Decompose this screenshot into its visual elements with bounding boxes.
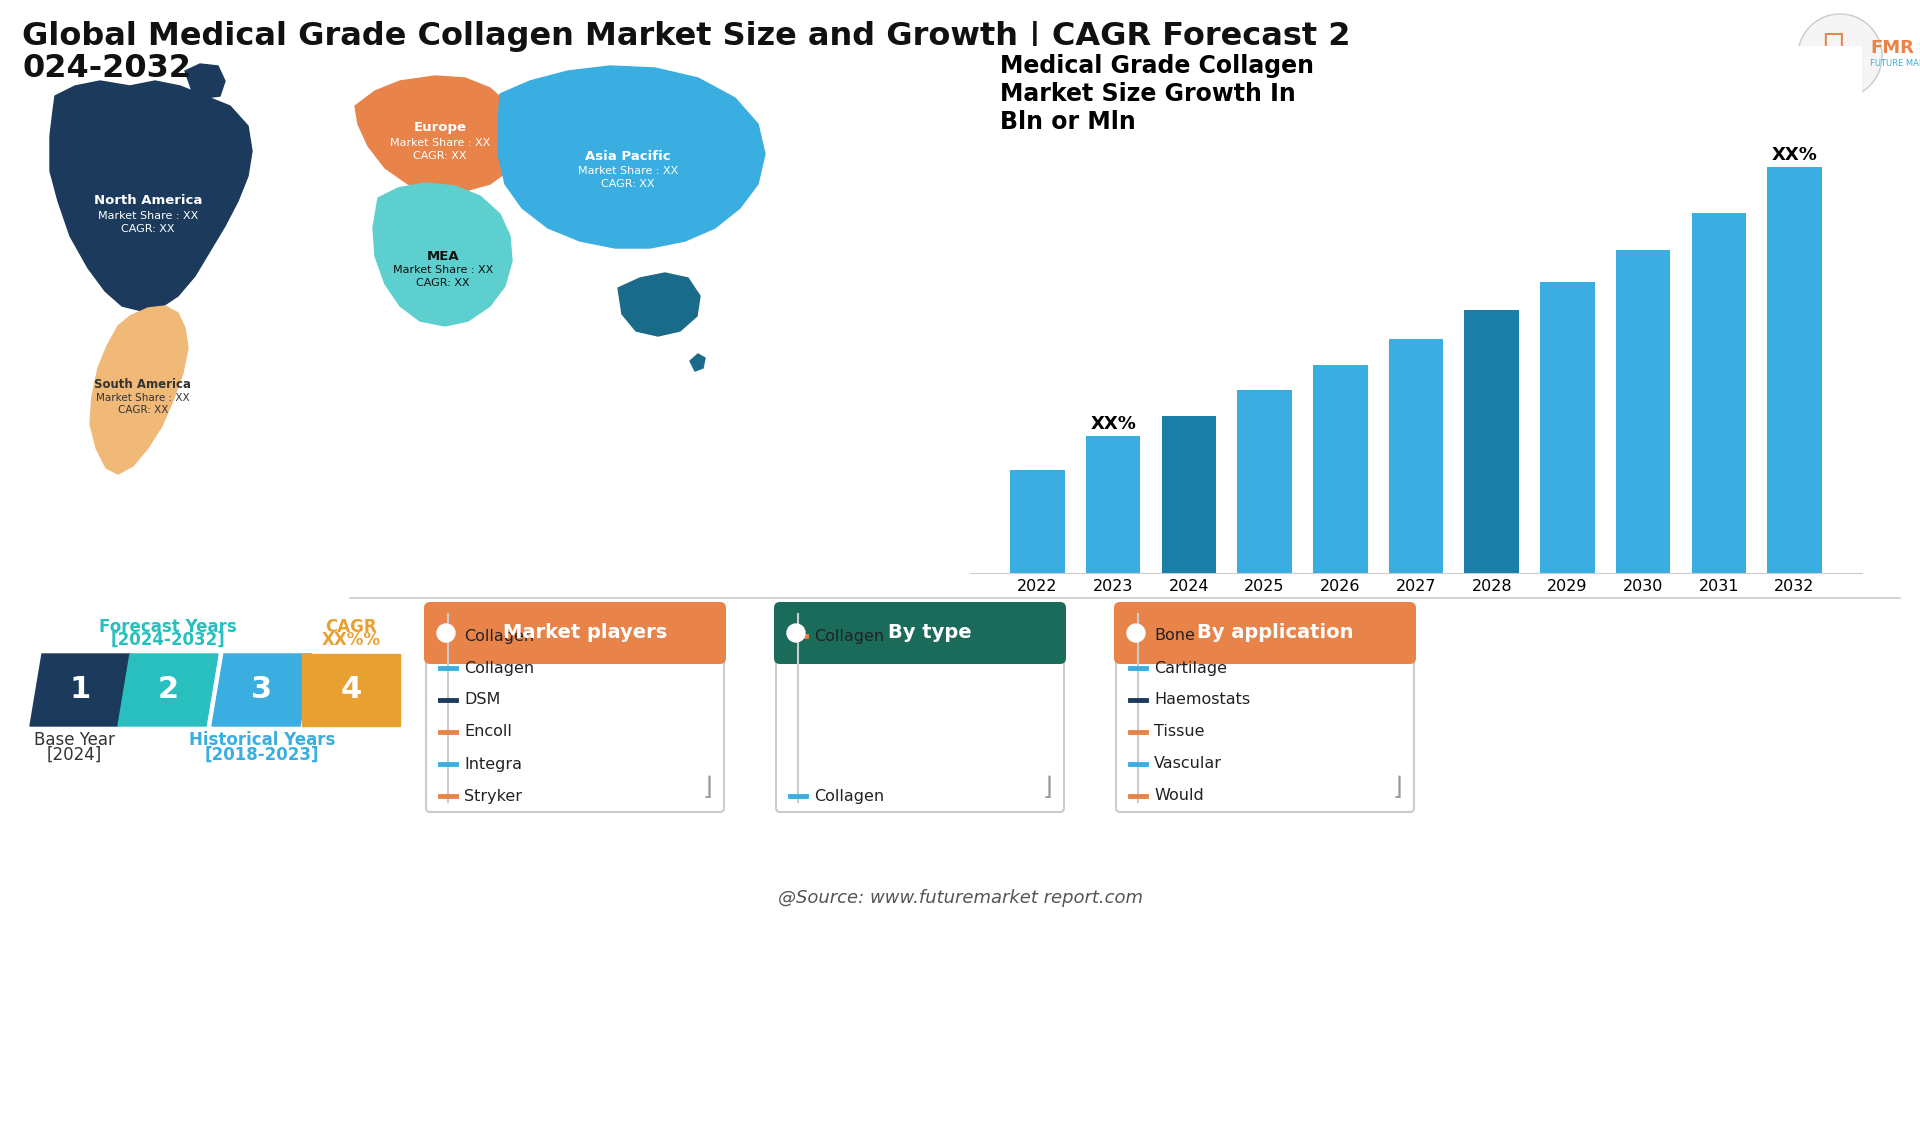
Text: Stryker: Stryker [465,788,522,803]
Bar [1540,282,1596,573]
Circle shape [1797,14,1882,99]
Polygon shape [689,354,705,371]
Text: Asia Pacific: Asia Pacific [586,149,670,163]
Text: 1: 1 [69,675,90,705]
Text: MEA: MEA [426,250,459,262]
Polygon shape [211,654,311,727]
Text: ⌋: ⌋ [703,776,712,800]
Text: By type: By type [889,623,972,643]
Polygon shape [50,81,252,311]
Text: CAGR: CAGR [324,618,376,636]
Text: CAGR: XX: CAGR: XX [117,405,169,415]
Text: CAGR: XX: CAGR: XX [413,151,467,160]
Bar [1313,364,1367,573]
Text: DSM: DSM [465,692,501,707]
Polygon shape [497,66,764,248]
Bar [1162,416,1215,573]
FancyBboxPatch shape [424,602,726,664]
Text: @Source: www.futuremarket report.com: @Source: www.futuremarket report.com [778,889,1142,906]
Bar [1388,339,1444,573]
Polygon shape [372,183,513,325]
Circle shape [787,625,804,642]
Polygon shape [184,64,225,99]
Bar [1465,311,1519,573]
Polygon shape [618,273,701,336]
Text: Medical Grade Collagen
Market Size Growth In
Bln or Mln: Medical Grade Collagen Market Size Growt… [1000,54,1313,134]
Text: XX%%: XX%% [321,631,380,649]
Text: ⌋: ⌋ [1392,776,1402,800]
Text: CAGR: XX: CAGR: XX [601,179,655,189]
Text: Global Medical Grade Collagen Market Size and Growth | CAGR Forecast 2: Global Medical Grade Collagen Market Siz… [21,21,1350,53]
Text: 2: 2 [157,675,179,705]
Bar [1766,167,1822,573]
Text: Vascular: Vascular [1154,756,1221,771]
Text: Market players: Market players [503,623,666,643]
Text: Encoll: Encoll [465,724,513,739]
Text: 3: 3 [252,675,273,705]
Text: CAGR: XX: CAGR: XX [121,223,175,234]
Bar [1236,391,1292,573]
Text: ⌋: ⌋ [1043,776,1052,800]
FancyBboxPatch shape [776,604,1064,813]
Text: Base Year: Base Year [33,731,115,749]
Polygon shape [301,654,399,727]
Text: Forecast Years: Forecast Years [100,618,236,636]
Text: Cartilage: Cartilage [1154,660,1227,675]
Text: FUTURE MARKET REPORT: FUTURE MARKET REPORT [1870,60,1920,69]
Text: [2024]: [2024] [46,746,102,764]
Polygon shape [90,306,188,474]
Polygon shape [355,76,522,191]
Text: North America: North America [94,195,202,207]
FancyBboxPatch shape [426,604,724,813]
Bar [1692,213,1745,573]
Circle shape [1127,625,1144,642]
Text: Collagen: Collagen [814,628,883,644]
Text: Collagen: Collagen [814,788,883,803]
Text: Europe: Europe [413,121,467,134]
Text: 4: 4 [340,675,361,705]
Text: Historical Years: Historical Years [188,731,336,749]
FancyBboxPatch shape [1114,602,1417,664]
Polygon shape [31,654,131,727]
Text: South America: South America [94,377,192,391]
Bar [1617,250,1670,573]
Text: Integra: Integra [465,756,522,771]
Text: FMR: FMR [1870,39,1914,57]
Text: Market Share : XX: Market Share : XX [390,138,490,148]
Text: By application: By application [1196,623,1354,643]
Text: Tissue: Tissue [1154,724,1204,739]
Text: XX%: XX% [1091,415,1137,432]
Text: 024-2032: 024-2032 [21,53,190,84]
Text: Would: Would [1154,788,1204,803]
Text: Haemostats: Haemostats [1154,692,1250,707]
Text: Collagen: Collagen [465,660,534,675]
Text: Market Share : XX: Market Share : XX [98,211,198,221]
Text: 🍃: 🍃 [1822,31,1843,65]
Text: Market Share : XX: Market Share : XX [96,393,190,403]
Text: CAGR: XX: CAGR: XX [417,278,470,288]
Text: [2018-2023]: [2018-2023] [205,746,319,764]
FancyBboxPatch shape [1116,604,1413,813]
Polygon shape [117,654,219,727]
Bar [1010,470,1066,573]
Text: Collagen: Collagen [465,628,534,644]
Circle shape [438,625,455,642]
Text: Market Share : XX: Market Share : XX [578,166,678,176]
FancyBboxPatch shape [774,602,1066,664]
Bar [1087,435,1140,573]
Text: [2024-2032]: [2024-2032] [111,631,225,649]
Text: Bone: Bone [1154,628,1194,644]
Text: XX%: XX% [1772,146,1818,164]
Text: Market Share : XX: Market Share : XX [394,265,493,275]
